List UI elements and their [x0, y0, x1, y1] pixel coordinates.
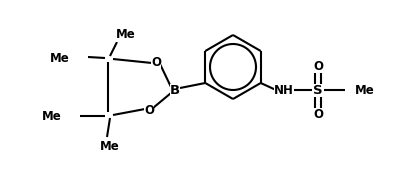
Text: Me: Me: [100, 139, 120, 153]
Text: Me: Me: [355, 83, 375, 96]
Text: Me: Me: [50, 52, 70, 64]
Text: Me: Me: [42, 110, 62, 124]
Text: Me: Me: [116, 28, 136, 42]
Text: O: O: [313, 59, 323, 72]
Text: S: S: [313, 83, 323, 96]
Text: O: O: [144, 103, 154, 117]
Text: O: O: [313, 108, 323, 120]
Text: O: O: [151, 55, 161, 69]
Text: NH: NH: [274, 83, 294, 96]
Text: B: B: [170, 83, 180, 96]
